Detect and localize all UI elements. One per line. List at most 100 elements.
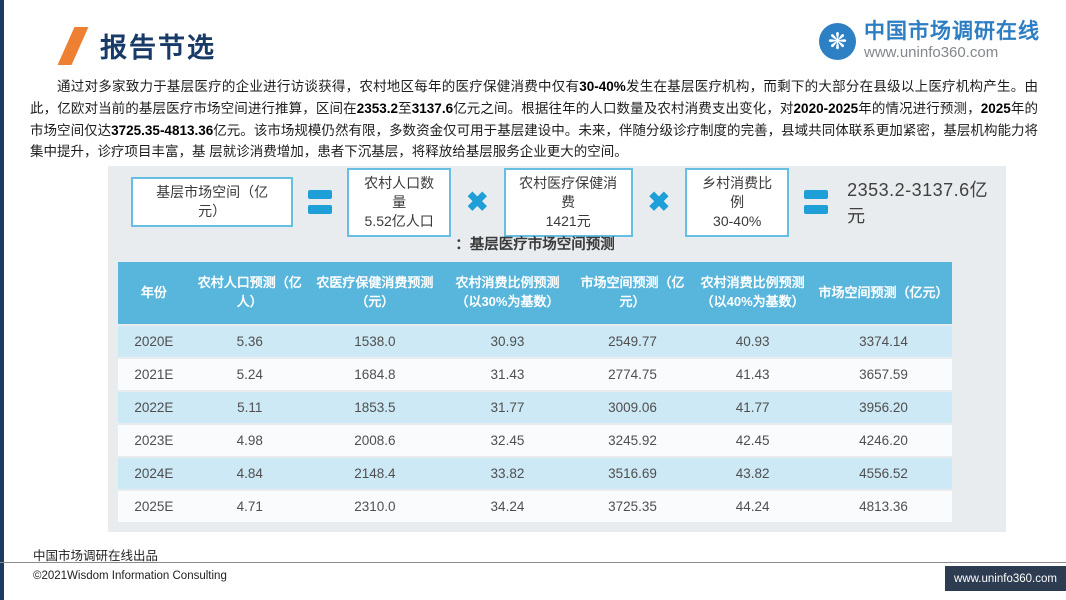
value-cell: 2008.6: [354, 433, 396, 448]
intro-text-segment: 年的市场空间仅达: [30, 100, 1039, 138]
value-cell: 3516.69: [608, 466, 657, 481]
formula-result-label-box: 基层市场空间（亿元）: [131, 177, 294, 227]
header: 报告节选: [57, 26, 216, 65]
value-cell: 31.77: [490, 400, 525, 415]
intro-text-segment: 3137.6: [411, 100, 454, 116]
value-cell: 4.98: [236, 433, 263, 448]
factor-line1: 农村医疗保健消费: [519, 174, 618, 210]
value-cell: 5.36: [236, 334, 263, 349]
factor-line2: 5.52亿人口: [364, 212, 434, 229]
value-cell: 2549.77: [608, 334, 657, 349]
intro-text-segment: 30-40%: [579, 79, 626, 94]
formula-result-label: 基层市场空间（亿元）: [156, 184, 269, 219]
value-cell: 4813.36: [859, 499, 908, 514]
value-cell: 41.43: [735, 367, 770, 382]
logo-name: 中国市场调研在线: [864, 20, 1040, 43]
logo-url[interactable]: www.uninfo360.com: [864, 44, 999, 61]
value-cell: 3245.92: [608, 433, 657, 448]
value-cell: 2310.0: [354, 499, 396, 514]
formula-factor-box: 乡村消费比例 30-40%: [685, 167, 790, 237]
value-cell: 3725.35: [608, 499, 657, 514]
value-cell: 3956.20: [859, 400, 908, 415]
factor-line2: 1421元: [545, 212, 591, 229]
factor-line2: 30-40%: [713, 212, 762, 229]
table-row: 2020E 5.36 1538.0 30.93 2549.77 40.93 3374.14: [118, 326, 952, 357]
value-cell: 1684.8: [354, 367, 396, 382]
table-row: 2023E 4.98 2008.6 32.45 3245.92 42.45 4246.20: [118, 425, 952, 456]
column-header: 年份: [140, 284, 167, 300]
formula-factor-box: 农村医疗保健消费 1421元: [503, 167, 633, 237]
value-cell: 2148.4: [354, 466, 396, 481]
left-accent-bar: [0, 0, 4, 600]
intro-text-segment: 2025: [980, 100, 1011, 116]
column-header: 农村消费比例预测 （以30%为基数）: [455, 275, 560, 309]
intro-paragraph: 通过对多家致力于基层医疗的企业进行访谈获得，农村地区每年的医疗保健消费中仅有30…: [30, 76, 1038, 163]
equals-icon: [804, 190, 829, 214]
intro-text-segment: 至: [398, 100, 412, 116]
intro-text-segment: 发生在基层医疗机构，而剩下的大部分在县级以上医疗机构产生。由此，亿欧对当前的基层…: [30, 79, 1039, 116]
value-cell: 4.71: [236, 499, 263, 514]
brand-logo[interactable]: ❋ 中国市场调研在线 www.uninfo360.com: [819, 20, 1040, 62]
formula-bar: 基层市场空间（亿元） 农村人口数量 5.52亿人口 ✖ 农村医疗保健消费 142…: [131, 167, 991, 237]
value-cell: 1538.0: [354, 334, 396, 349]
table-header-row: 年份 农村人口预测（亿人） 农医疗保健消费预测 （元） 农村消费比例预测 （以30%为基数…: [118, 262, 952, 324]
factor-line1: 乡村消费比例: [702, 174, 773, 210]
column-header: 农村消费比例预测 （以40%为基数）: [700, 275, 805, 309]
column-header: 农医疗保健消费预测 （元）: [316, 275, 434, 309]
value-cell: 1853.5: [354, 400, 396, 415]
value-cell: 4246.20: [859, 433, 908, 448]
intro-text-segment: 亿元之间。根据往年的人口数量及农村消费支出变化，对: [453, 100, 794, 116]
value-cell: 2774.75: [608, 367, 657, 382]
value-cell: 5.24: [236, 367, 263, 382]
table-row: 2022E 5.11 1853.5 31.77 3009.06 41.77 3956.20: [118, 392, 952, 423]
value-cell: 31.43: [490, 367, 525, 382]
footer-copyright: ©2021Wisdom Information Consulting: [33, 570, 227, 582]
table-row: 2021E 5.24 1684.8 31.43 2774.75 41.43 3657.59: [118, 359, 952, 390]
forecast-table: 年份 农村人口预测（亿人） 农医疗保健消费预测 （元） 农村消费比例预测 （以30%为基数…: [118, 262, 952, 522]
page-title: 报告节选: [100, 33, 216, 63]
value-cell: 5.11: [237, 400, 263, 415]
intro-text-segment: 年的情况进行预测，: [858, 100, 981, 116]
footer-producer: 中国市场调研在线出品: [33, 549, 159, 563]
slash-icon: [57, 26, 89, 65]
value-cell: 40.93: [735, 334, 770, 349]
column-header: 农村人口预测（亿人）: [197, 275, 302, 309]
column-header: 市场空间预测（亿元）: [818, 284, 949, 300]
multiply-icon: ✖: [647, 186, 671, 217]
value-cell: 33.82: [490, 466, 525, 481]
formula-factor-box: 农村人口数量 5.52亿人口: [347, 167, 452, 237]
year-cell: 2021E: [134, 367, 174, 382]
intro-text-segment: 亿元。该市场规模仍然有限，多数资金仅可用于基层建设中。未来，伴随分级诊疗制度的完…: [30, 122, 1039, 160]
year-cell: 2025E: [134, 499, 174, 514]
formula-result-value: 2353.2-3137.6亿元: [847, 180, 989, 226]
value-cell: 32.45: [490, 433, 525, 448]
table-body: 2020E 5.36 1538.0 30.93 2549.77 40.93 3374.14 2…: [118, 326, 952, 522]
year-cell: 2023E: [134, 433, 174, 448]
value-cell: 3009.06: [608, 400, 657, 415]
value-cell: 30.93: [490, 334, 525, 349]
footer-divider: [0, 562, 1066, 563]
logo-text-block: 中国市场调研在线 www.uninfo360.com: [864, 20, 1040, 62]
value-cell: 41.77: [735, 400, 770, 415]
value-cell: 4.84: [236, 466, 263, 481]
factor-line1: 农村人口数量: [364, 174, 435, 210]
value-cell: 34.24: [490, 499, 525, 514]
table-row: 2025E 4.71 2310.0 34.24 3725.35 44.24 4813.36: [118, 491, 952, 522]
equals-icon: [308, 190, 333, 214]
value-cell: 3374.14: [859, 334, 908, 349]
value-cell: 44.24: [735, 499, 770, 514]
intro-text-segment: 3725.35-4813.36: [111, 122, 214, 138]
value-cell: 42.45: [735, 433, 770, 448]
table-row: 2024E 4.84 2148.4 33.82 3516.69 43.82 4556.52: [118, 458, 952, 489]
multiply-icon: ✖: [466, 186, 489, 217]
intro-text-segment: 2020-2025: [793, 100, 859, 116]
year-cell: 2022E: [134, 400, 174, 415]
intro-text-segment: 2353.2: [356, 100, 399, 116]
footer-site-link[interactable]: www.uninfo360.com: [945, 566, 1066, 591]
value-cell: 4556.52: [859, 466, 908, 481]
logo-icon: ❋: [819, 23, 856, 60]
column-header: 市场空间预测（亿元）: [580, 275, 685, 309]
value-cell: 43.82: [735, 466, 770, 481]
value-cell: 3657.59: [859, 367, 908, 382]
